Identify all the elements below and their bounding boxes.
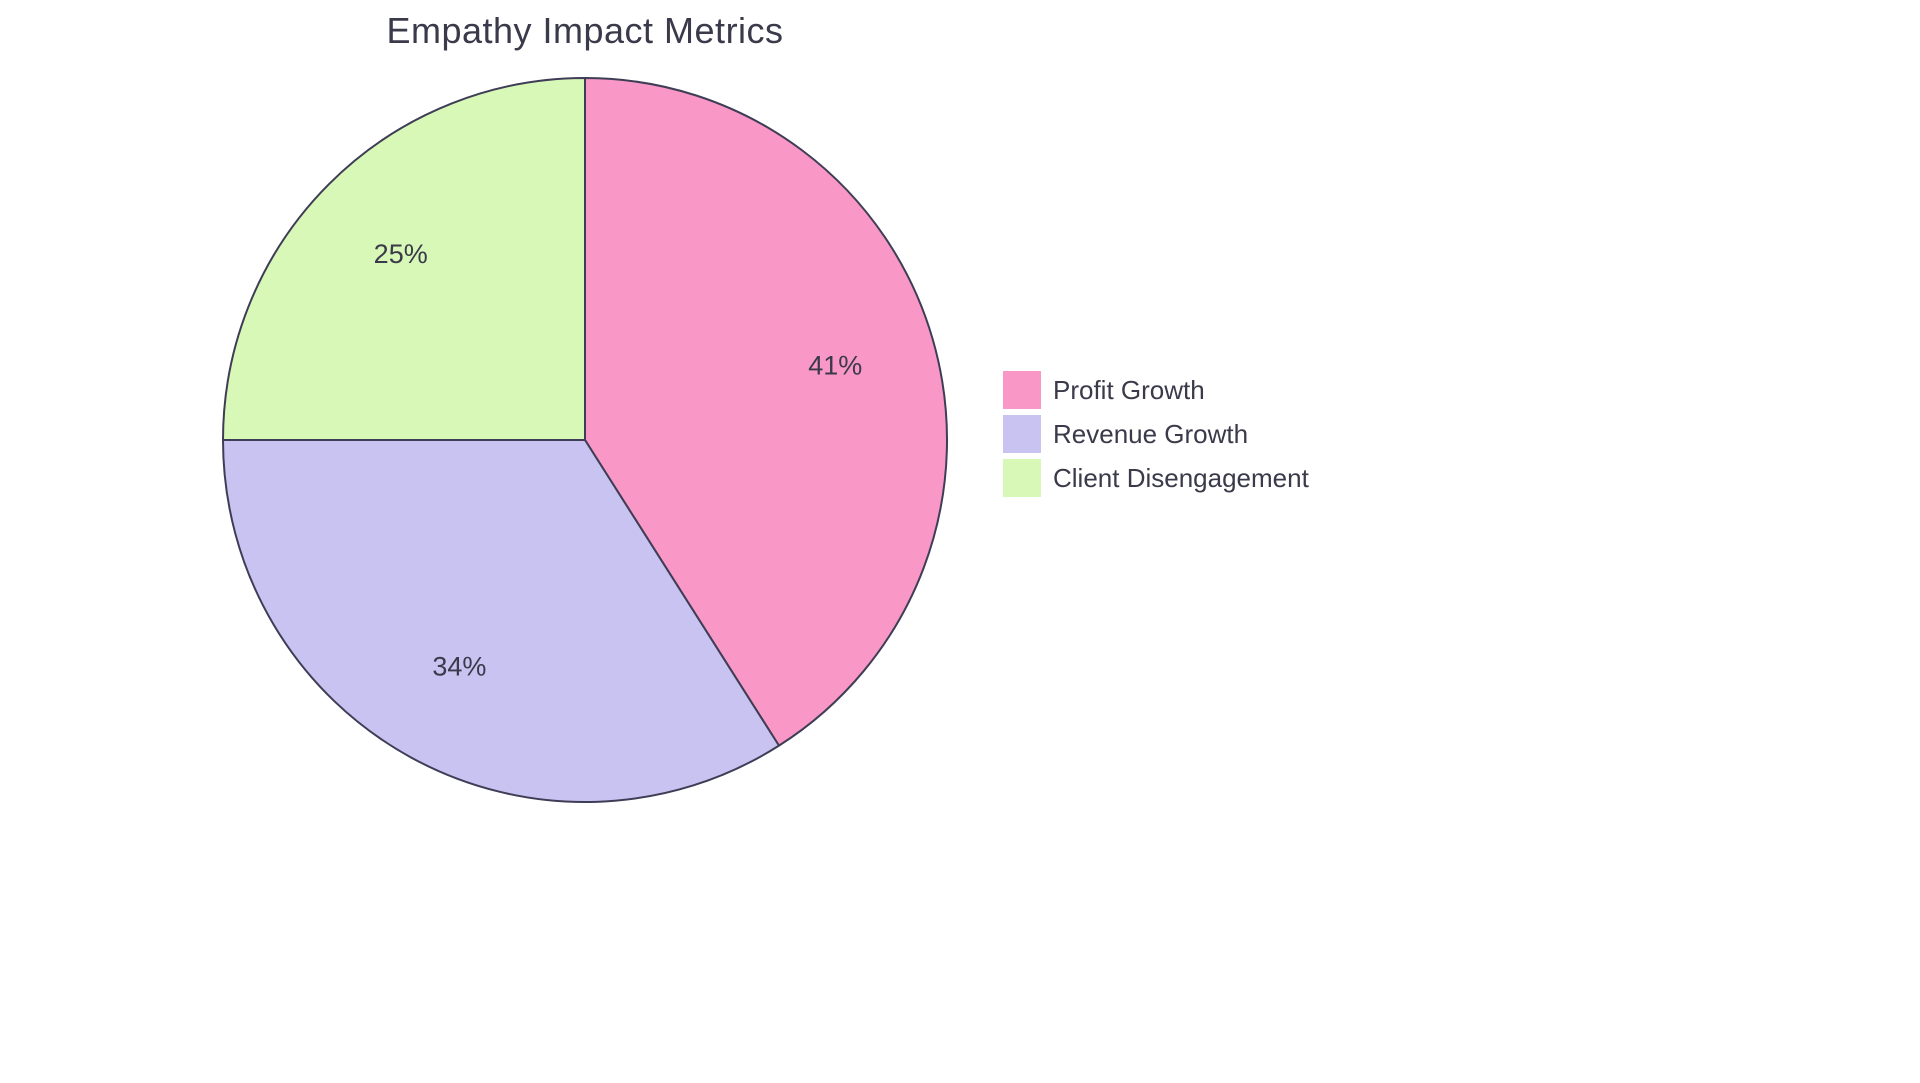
legend-swatch: [1003, 459, 1041, 497]
legend-label: Revenue Growth: [1053, 418, 1249, 449]
legend-item-profit-growth: Profit Growth: [1003, 371, 1309, 409]
pie-slice-percent-label: 25%: [374, 239, 428, 269]
legend-item-client-disengagement: Client Disengagement: [1003, 459, 1309, 497]
chart-title: Empathy Impact Metrics: [386, 10, 784, 51]
legend-swatch: [1003, 415, 1041, 453]
pie-slice-percent-label: 41%: [808, 350, 862, 380]
pie-slice-percent-label: 34%: [432, 652, 486, 682]
legend: Profit Growth Revenue Growth Client Diseng…: [1003, 371, 1309, 497]
legend-label: Profit Growth: [1053, 374, 1205, 405]
legend-item-revenue-growth: Revenue Growth: [1003, 415, 1309, 453]
legend-label: Client Disengagement: [1053, 462, 1309, 493]
pie-slice-profit-growth: [584, 77, 949, 747]
legend-swatch: [1003, 371, 1041, 409]
pie-slice-revenue-growth: [222, 439, 780, 804]
pie-slice-client-disengagement: [222, 77, 586, 441]
